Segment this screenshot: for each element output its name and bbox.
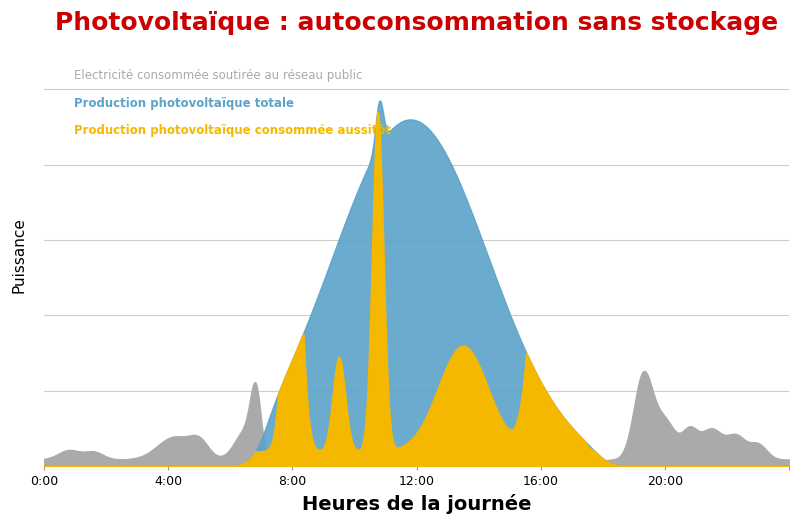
Y-axis label: Puissance: Puissance: [11, 217, 26, 293]
Text: Production photovoltaïque totale: Production photovoltaïque totale: [74, 97, 294, 110]
X-axis label: Heures de la journée: Heures de la journée: [302, 494, 531, 514]
Text: Electricité consommée soutirée au réseau public: Electricité consommée soutirée au réseau…: [74, 69, 362, 82]
Text: Production photovoltaïque consommée aussitôt: Production photovoltaïque consommée auss…: [74, 124, 391, 137]
Title: Photovoltaïque : autoconsommation sans stockage: Photovoltaïque : autoconsommation sans s…: [55, 11, 778, 35]
